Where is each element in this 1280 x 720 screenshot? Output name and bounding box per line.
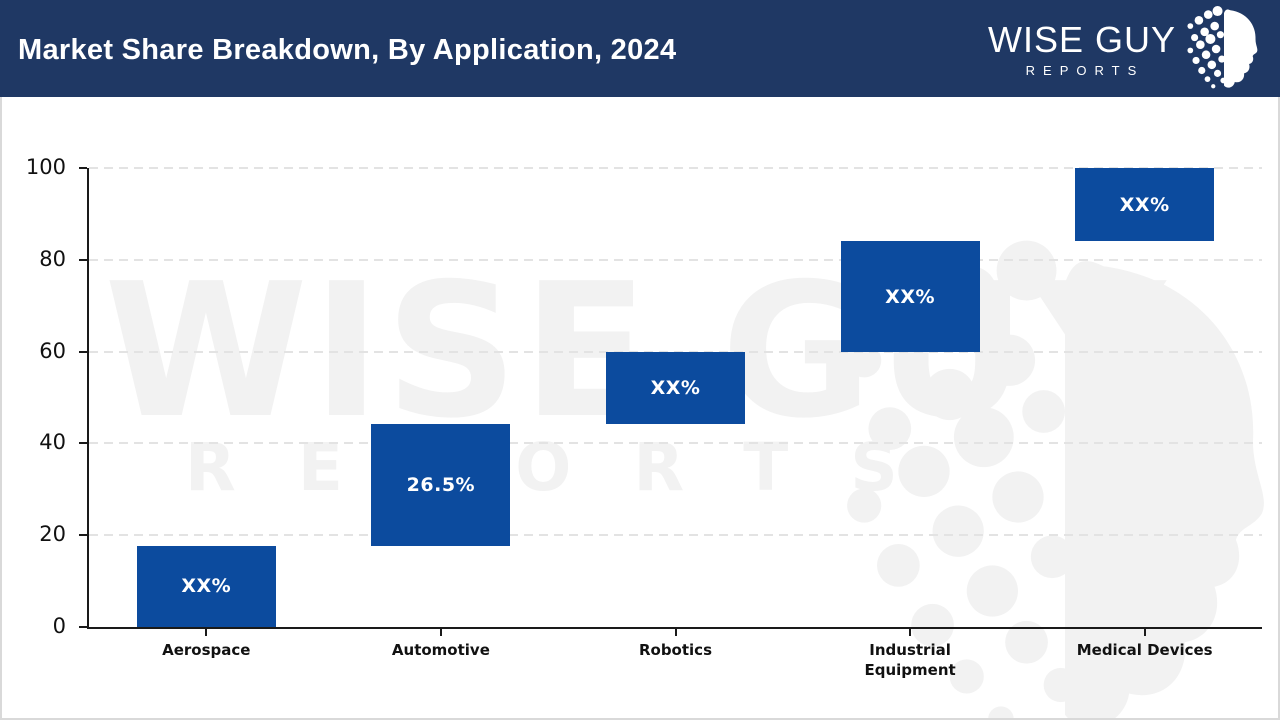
x-label-cell-robotics: Robotics <box>558 640 793 681</box>
y-tick-0 <box>79 626 87 628</box>
logo-head-icon <box>1187 6 1258 89</box>
logo-subtitle: REPORTS <box>1025 62 1145 78</box>
y-tick-80 <box>79 258 87 261</box>
chart-title: Market Share Breakdown, By Application, … <box>18 34 677 66</box>
x-tick-label-automotive: Automotive <box>391 641 490 659</box>
gridline-100 <box>89 167 1262 169</box>
x-label-cell-automotive: Automotive <box>324 640 559 681</box>
y-tick-label-100: 100 <box>25 155 66 179</box>
x-axis <box>87 627 1262 629</box>
bar-value-label-automotive: 26.5% <box>406 473 476 496</box>
y-tick-label-80: 80 <box>39 246 66 271</box>
x-tick-industrial-equipment <box>909 629 912 636</box>
page-border-bottom <box>0 718 1280 720</box>
x-label-cell-medical-devices: Medical Devices <box>1027 640 1262 681</box>
bar-medical-devices: XX% <box>1075 168 1215 242</box>
bar-robotics: XX% <box>606 351 745 425</box>
header-bar: Market Share Breakdown, By Application, … <box>0 0 1280 97</box>
y-tick-label-0: 0 <box>52 614 66 638</box>
bar-value-label-robotics: XX% <box>650 376 701 399</box>
y-tick-label-60: 60 <box>39 338 66 363</box>
x-tick-robotics <box>674 629 677 636</box>
gridline-20 <box>89 534 1262 537</box>
watermark-subtitle: REPORTS <box>185 429 960 506</box>
x-tick-label-industrial-equipment: Industrial Equipment <box>864 641 956 680</box>
y-tick-20 <box>79 534 87 537</box>
brand-logo: WISE GUY REPORTS <box>988 6 1270 92</box>
y-axis-labels: 0 20 40 60 80 100 <box>0 157 80 637</box>
y-tick-label-20: 20 <box>39 522 66 547</box>
y-tick-60 <box>79 350 87 353</box>
x-tick-label-medical-devices: Medical Devices <box>1076 641 1213 659</box>
bar-value-label-medical-devices: XX% <box>1119 193 1170 216</box>
gridline-40 <box>89 442 1262 445</box>
plot-area: XX% 26.5% XX% XX% XX% <box>89 167 1262 627</box>
y-tick-40 <box>79 442 87 445</box>
bar-aerospace: XX% <box>136 545 276 627</box>
logo-wordmark-block: WISE GUY REPORTS <box>987 18 1176 78</box>
x-tick-automotive <box>439 629 442 636</box>
page-border-right <box>1278 97 1280 720</box>
gridline-80 <box>89 258 1262 261</box>
x-tick-label-robotics: Robotics <box>638 641 712 659</box>
y-axis-ticks <box>79 167 87 629</box>
logo-wordmark: WISE GUY <box>987 18 1176 60</box>
bar-automotive: 26.5% <box>371 424 511 546</box>
x-axis-ticks <box>89 629 1262 637</box>
x-tick-aerospace <box>205 629 208 636</box>
bar-industrial-equipment: XX% <box>840 241 980 352</box>
page-border-left <box>0 97 2 720</box>
bar-value-label-industrial-equipment: XX% <box>885 285 936 308</box>
bar-value-label-aerospace: XX% <box>181 575 232 598</box>
y-tick-100 <box>79 167 87 169</box>
x-tick-medical-devices <box>1143 629 1146 636</box>
y-axis <box>87 168 89 629</box>
x-axis-labels: Aerospace Automotive Robotics Industrial Eq… <box>89 640 1262 681</box>
y-tick-label-40: 40 <box>39 430 66 455</box>
x-label-cell-industrial-equipment: Industrial Equipment <box>793 640 1028 681</box>
x-label-cell-aerospace: Aerospace <box>89 640 324 681</box>
x-tick-label-aerospace: Aerospace <box>162 641 251 659</box>
